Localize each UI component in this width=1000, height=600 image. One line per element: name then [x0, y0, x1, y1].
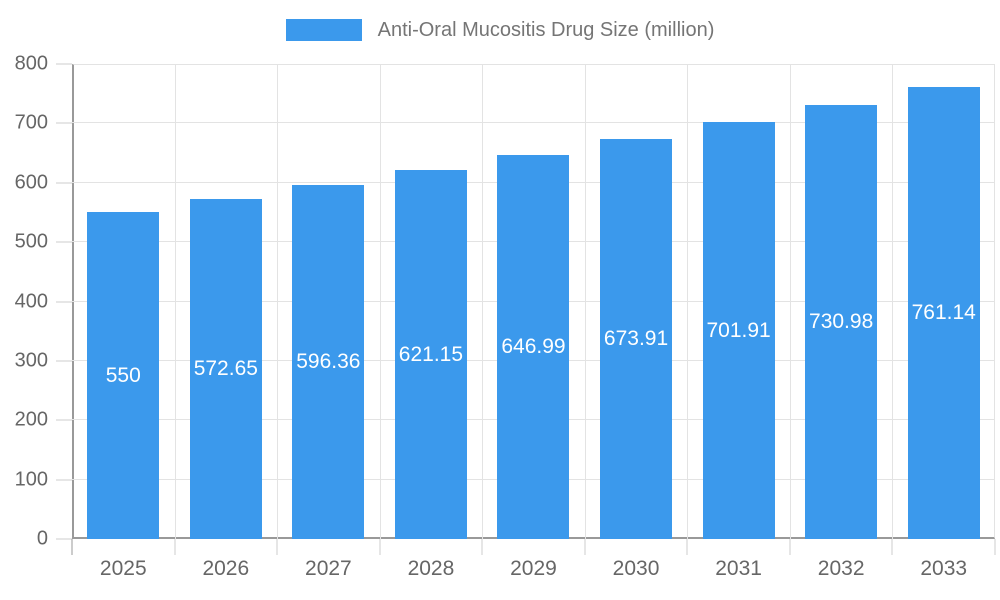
x-axis-tick-label: 2026	[202, 557, 250, 580]
y-axis-tick	[56, 301, 72, 302]
x-axis-tick	[71, 539, 73, 555]
legend-label: Anti-Oral Mucositis Drug Size (million)	[377, 19, 715, 41]
x-axis-tick	[379, 539, 381, 555]
y-axis-tick-label: 500	[14, 230, 48, 253]
y-axis-tick-label: 700	[14, 111, 48, 134]
y-axis-tick	[56, 360, 72, 362]
bar-2032[interactable]	[805, 104, 878, 539]
x-axis-tick	[276, 539, 278, 555]
x-axis-tick-label: 2028	[407, 557, 455, 580]
x-axis-tick	[686, 539, 688, 555]
gridline-vertical	[379, 64, 381, 539]
category-band-2027: 596.36	[277, 64, 380, 539]
y-axis-tick-label: 800	[14, 52, 48, 75]
gridline-vertical	[584, 64, 586, 539]
y-axis-tick	[56, 241, 72, 243]
x-axis-tick	[994, 539, 996, 555]
x-axis-tick	[174, 539, 176, 555]
y-axis-tick	[56, 63, 72, 65]
category-band-2031: 701.91	[687, 64, 790, 539]
x-axis-tick	[789, 539, 791, 555]
category-band-2028: 621.15	[380, 64, 483, 539]
y-axis-tick-label: 200	[14, 408, 48, 431]
gridline-horizontal	[72, 122, 995, 124]
category-band-2030: 673.91	[585, 64, 688, 539]
y-axis-tick-label: 100	[14, 468, 48, 491]
y-axis-tick-label: 400	[14, 290, 48, 312]
bar-2029[interactable]	[497, 154, 570, 539]
x-axis-tick-label: 2033	[920, 557, 968, 580]
x-axis-tick	[481, 539, 483, 555]
bar-2030[interactable]	[600, 138, 673, 539]
x-axis-tick-label: 2027	[305, 557, 352, 580]
gridline-vertical	[482, 64, 484, 539]
x-axis-tick-label: 2025	[99, 557, 147, 580]
y-axis-tick	[56, 479, 72, 481]
x-axis-tick	[584, 539, 586, 555]
bar-2028[interactable]	[394, 170, 467, 539]
bar-value-label: 730.98	[809, 310, 874, 333]
bar-2025[interactable]	[87, 212, 160, 539]
y-axis-tick	[56, 182, 72, 184]
category-band-2029: 646.99	[482, 64, 585, 539]
x-axis-tick-label: 2029	[510, 557, 557, 580]
legend-swatch-icon	[285, 19, 362, 41]
gridline-vertical	[789, 64, 791, 539]
y-axis-tick	[56, 419, 72, 421]
bar-2027[interactable]	[292, 184, 365, 539]
x-axis: 2025 2026 2027 2028 2029 2030 2031 2032 2033	[71, 539, 996, 600]
gridline-vertical	[892, 64, 894, 539]
category-band-2033: 761.14	[892, 64, 995, 539]
bar-value-label: 646.99	[501, 334, 566, 358]
gridline-vertical	[687, 64, 689, 539]
y-axis-tick-label: 300	[14, 349, 48, 372]
bar-value-label: 596.36	[296, 349, 361, 373]
x-axis-tick-label: 2032	[817, 557, 865, 580]
y-axis-tick-label: 0	[36, 527, 48, 550]
bar-value-label: 621.15	[398, 342, 464, 366]
x-axis-tick-label: 2030	[612, 557, 660, 580]
bar-2026[interactable]	[189, 199, 262, 539]
bar-value-label: 701.91	[706, 318, 771, 342]
gridline-vertical	[174, 64, 176, 539]
bar-value-label: 673.91	[603, 326, 669, 350]
plot-area: 550 572.65 596.36 621.15 646.99 673.91 701.91 7…	[72, 64, 995, 539]
bar-value-label: 550	[105, 363, 141, 387]
bar-2033[interactable]	[907, 87, 980, 539]
x-axis-tick	[891, 539, 893, 555]
bar-2031[interactable]	[702, 122, 775, 539]
category-band-2026: 572.65	[175, 64, 278, 539]
legend[interactable]: Anti-Oral Mucositis Drug Size (million)	[0, 18, 1000, 42]
gridline-vertical	[277, 64, 279, 539]
x-axis-tick-label: 2031	[715, 557, 762, 580]
y-axis-tick	[56, 538, 72, 540]
category-band-2025: 550	[72, 64, 175, 539]
category-band-2032: 730.98	[790, 64, 893, 539]
y-axis: 0 100 200 300 400 500 600 700 800	[0, 53, 72, 550]
bar-value-label: 761.14	[911, 301, 976, 325]
bar-value-label: 572.65	[193, 357, 258, 380]
y-axis-tick-label: 600	[14, 171, 48, 194]
y-axis-tick	[56, 122, 72, 124]
